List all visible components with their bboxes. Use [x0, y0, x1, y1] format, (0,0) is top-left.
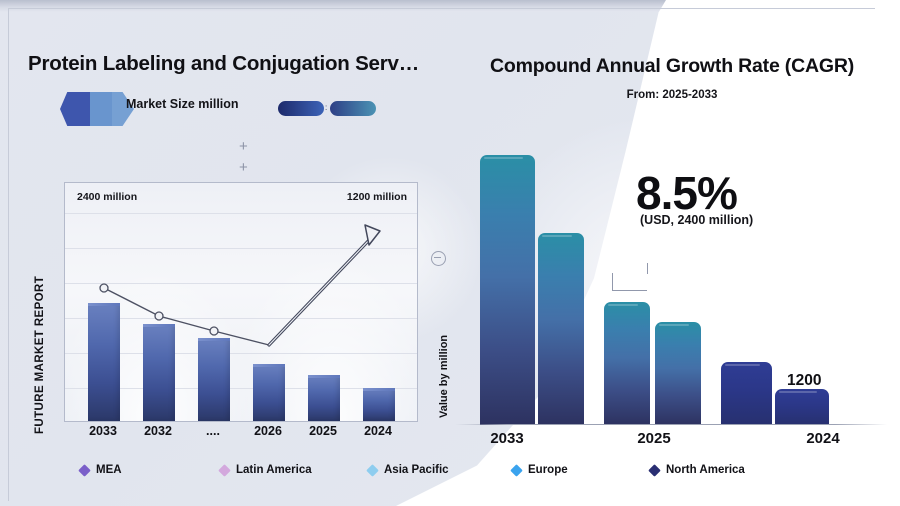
- left-chart-bar-mid: [198, 338, 230, 421]
- right-chart-baseline: [455, 424, 887, 425]
- left-chart-bar-2032: [143, 324, 175, 421]
- page-title-left: Protein Labeling and Conjugation Serv…: [28, 52, 420, 75]
- left-chart-x-label-2: ....: [206, 424, 220, 438]
- right-chart-bar-2025-secondary: [655, 322, 701, 425]
- bar-outline-watermark-icon: [612, 263, 648, 291]
- cagr-note: (USD, 2400 million): [640, 213, 754, 227]
- left-chart-y-axis-label: FUTURE MARKET REPORT: [34, 275, 46, 434]
- legend-dot-asia-pacific-icon: [366, 463, 379, 477]
- legend-pill-primary: [278, 101, 324, 116]
- legend-label-latin-america: Latin America: [236, 464, 312, 476]
- page-subtitle-right: From: 2025-2033: [626, 89, 718, 101]
- left-chart-growth-arrow-shaft-inner: [268, 236, 373, 346]
- legend-dot-north-america-icon: [648, 463, 661, 477]
- legend-label-north-america: North America: [666, 464, 745, 476]
- right-chart-x-label-1: 2025: [637, 430, 671, 447]
- left-chart-x-label-0: 2033: [89, 424, 117, 438]
- legend-item-mea[interactable]: MEA: [78, 463, 122, 477]
- right-chart-bars: [452, 120, 892, 425]
- left-chart-x-label-1: 2032: [144, 424, 172, 438]
- legend-item-north-america[interactable]: North America: [648, 463, 745, 477]
- left-chart-point-2: [154, 311, 164, 321]
- brand-hexagon-icon: [60, 92, 134, 126]
- page-title-right: Compound Annual Growth Rate (CAGR): [489, 55, 855, 77]
- plus-icon-upper: +: [239, 138, 248, 155]
- legend-label-asia-pacific: Asia Pacific: [384, 464, 449, 476]
- right-chart-y-axis-label: Value by million: [438, 334, 450, 418]
- left-chart-bar-2033: [88, 303, 120, 421]
- left-chart-point-1: [99, 283, 109, 293]
- legend-item-europe[interactable]: Europe: [510, 463, 568, 477]
- left-chart-growth-arrow-head: [364, 224, 381, 246]
- market-size-label: Market Size million: [126, 97, 239, 111]
- left-chart-x-axis: 2033 2032 .... 2026 2025 2024: [64, 424, 416, 444]
- legend-dot-europe-icon: [510, 463, 523, 477]
- left-chart-bars: [65, 183, 417, 421]
- left-chart-plot-area: 2400 million 1200 million: [64, 182, 418, 422]
- background-top-edge: [0, 0, 666, 12]
- right-chart-bar-2033-secondary: [538, 233, 584, 425]
- cagr-value: 8.5%: [636, 167, 738, 219]
- legend-label-mea: MEA: [96, 464, 122, 476]
- right-chart-bar-2024-primary: [721, 362, 772, 425]
- left-chart-point-3: [209, 326, 219, 336]
- left-chart-bar-2024: [363, 388, 395, 421]
- legend-dot-mea-icon: [78, 463, 91, 477]
- minus-circle-icon: [431, 251, 446, 266]
- legend-pill-secondary: [330, 101, 376, 116]
- right-chart-bar-2024-secondary: [775, 389, 829, 425]
- legend-pill-row: :: [278, 101, 378, 116]
- plus-icon-lower: +: [239, 159, 248, 176]
- legend-item-latin-america[interactable]: Latin America: [218, 463, 312, 477]
- left-chart-gridlines: [65, 183, 417, 421]
- legend-pill-separator: :: [325, 103, 328, 112]
- left-chart-x-label-4: 2025: [309, 424, 337, 438]
- right-chart-bar-2033-primary: [480, 155, 535, 425]
- left-chart-trend-line: [103, 287, 270, 346]
- right-chart-x-label-2: 2024: [806, 430, 840, 447]
- legend-label-europe: Europe: [528, 464, 568, 476]
- left-chart-max-label: 2400 million: [77, 191, 138, 203]
- legend-dot-latin-america-icon: [218, 463, 231, 477]
- left-chart-bar-2025: [308, 375, 340, 421]
- left-chart-min-label: 1200 million: [346, 191, 407, 203]
- left-chart-line-overlay: [99, 224, 381, 347]
- left-chart-x-label-3: 2026: [254, 424, 282, 438]
- legend-item-asia-pacific[interactable]: Asia Pacific: [366, 463, 449, 477]
- right-chart-value-label: 1200: [787, 372, 822, 389]
- right-chart-x-label-0: 2033: [490, 430, 524, 447]
- left-chart-bar-2026: [253, 364, 285, 421]
- left-chart-x-label-5: 2024: [364, 424, 392, 438]
- right-chart-bar-2025-primary: [604, 302, 650, 425]
